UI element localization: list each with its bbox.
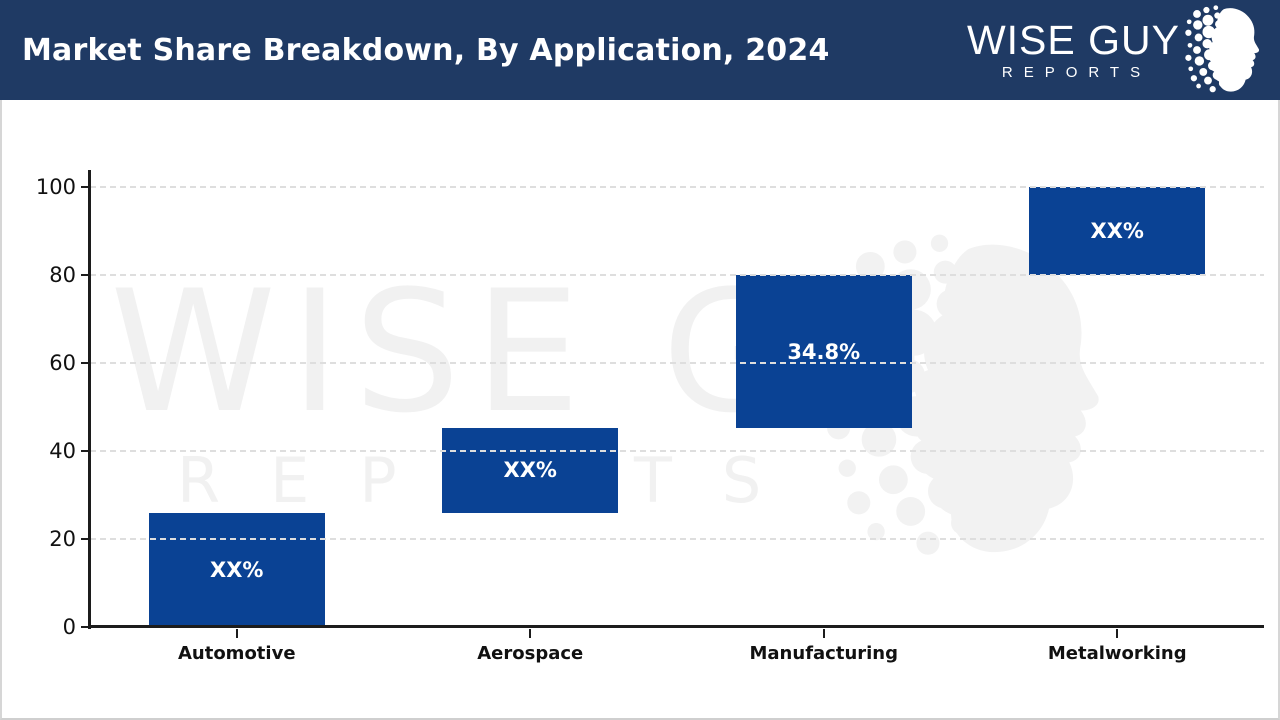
x-axis-tick: [529, 629, 532, 638]
logo-sub-text: REPORTS: [1001, 63, 1152, 81]
y-axis-tick: [81, 450, 90, 452]
bar-manufacturing: 34.8%: [735, 275, 912, 429]
y-axis-tick: [81, 186, 90, 188]
bar-value-label: XX%: [1090, 219, 1144, 243]
y-axis-tick: [81, 274, 90, 276]
y-tick-label: 100: [35, 175, 76, 199]
wiseguy-head-icon: [1185, 5, 1260, 93]
bar-metalworking: XX%: [1029, 187, 1206, 275]
plot-area: 0 20 40 60 80 100 XX% Automotive XX% Aerospace 34.…: [36, 170, 1264, 664]
x-axis-tick: [822, 629, 825, 638]
chart-canvas: WISE GU REPORTS 020406080100XX%Automotiv…: [0, 100, 1280, 720]
header: Market Share Breakdown, By Application, …: [0, 0, 1280, 100]
y-tick-label: 0: [62, 615, 76, 639]
bar-value-label: XX%: [210, 557, 264, 582]
y-tick-label: 60: [49, 351, 76, 375]
bar-automotive: XX%: [148, 512, 325, 627]
category-label: Aerospace: [477, 643, 584, 664]
page-title: Market Share Breakdown, By Application, …: [22, 32, 830, 68]
category-label: Metalworking: [1047, 643, 1187, 664]
gridline: [90, 274, 1264, 276]
bar-value-label: XX%: [503, 458, 557, 483]
x-axis-line: [88, 625, 1264, 628]
logo-brand-text: WISE GUY: [966, 16, 1180, 63]
gridline: [90, 450, 1264, 452]
gridline: [90, 186, 1264, 188]
gridline: [90, 538, 1264, 540]
category-label: Automotive: [177, 643, 296, 664]
category-label: Manufacturing: [749, 643, 899, 664]
y-axis-line: [88, 170, 91, 629]
x-axis-tick: [235, 629, 238, 638]
y-axis-tick: [81, 538, 90, 540]
y-axis-tick: [81, 362, 90, 364]
bar-aerospace: XX%: [442, 428, 619, 513]
y-tick-label: 40: [49, 439, 76, 463]
y-tick-label: 20: [49, 527, 76, 551]
bar-value-label: 34.8%: [787, 339, 861, 364]
wiseguy-logo-text: WISE GUY REPORTS: [966, 16, 1180, 81]
y-axis-tick: [81, 626, 90, 628]
gridline: [90, 362, 1264, 364]
y-tick-label: 80: [49, 263, 76, 287]
x-axis-tick: [1116, 629, 1119, 638]
wiseguy-logo: WISE GUY REPORTS: [967, 3, 1270, 97]
